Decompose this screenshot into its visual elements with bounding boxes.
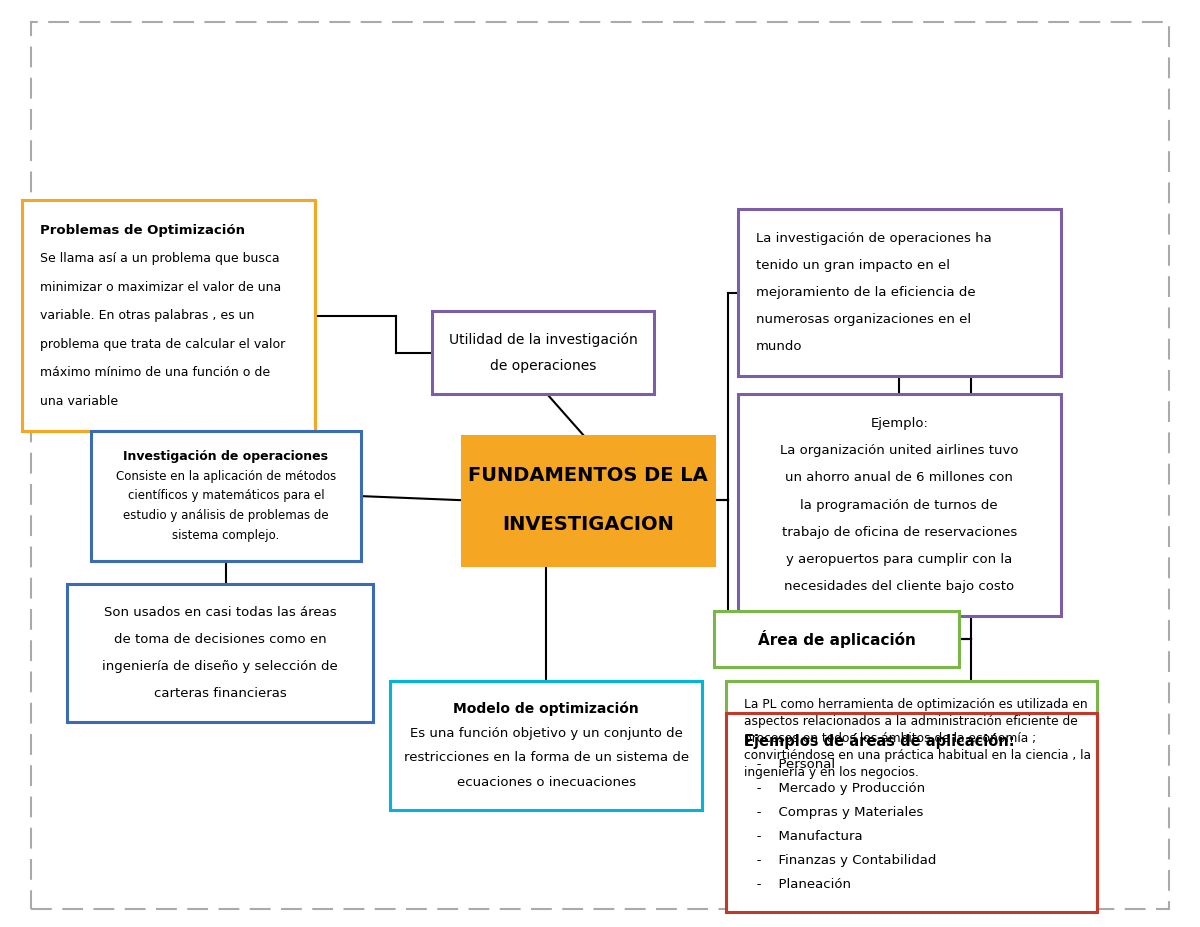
Text: Utilidad de la investigación: Utilidad de la investigación: [449, 333, 637, 347]
Text: -    Compras y Materiales: - Compras y Materiales: [744, 806, 923, 819]
Text: de operaciones: de operaciones: [490, 359, 596, 373]
Text: procesos en todos los ámbitos de la economía ;: procesos en todos los ámbitos de la econ…: [744, 732, 1036, 745]
Text: -    Mercado y Producción: - Mercado y Producción: [744, 782, 925, 795]
FancyBboxPatch shape: [91, 431, 360, 561]
Text: La investigación de operaciones ha: La investigación de operaciones ha: [756, 232, 991, 245]
Text: máximo mínimo de una función o de: máximo mínimo de una función o de: [40, 366, 270, 379]
Text: estudio y análisis de problemas de: estudio y análisis de problemas de: [124, 509, 329, 522]
Text: de toma de decisiones como en: de toma de decisiones como en: [114, 633, 326, 646]
FancyBboxPatch shape: [462, 436, 714, 565]
Text: Se llama así a un problema que busca: Se llama así a un problema que busca: [40, 252, 280, 265]
Text: ecuaciones o inecuaciones: ecuaciones o inecuaciones: [456, 776, 636, 789]
FancyBboxPatch shape: [390, 680, 702, 810]
Text: Modelo de optimización: Modelo de optimización: [454, 702, 640, 716]
Text: carteras financieras: carteras financieras: [154, 687, 287, 700]
Text: trabajo de oficina de reservaciones: trabajo de oficina de reservaciones: [781, 526, 1016, 539]
Text: sistema complejo.: sistema complejo.: [173, 528, 280, 541]
Text: -    Personal: - Personal: [744, 758, 835, 771]
Text: -    Manufactura: - Manufactura: [744, 830, 863, 843]
FancyBboxPatch shape: [726, 680, 1097, 796]
Text: Ejemplos de áreas de aplicación:: Ejemplos de áreas de aplicación:: [744, 732, 1014, 749]
Text: numerosas organizaciones en el: numerosas organizaciones en el: [756, 313, 971, 326]
Text: convirtiéndose en una práctica habitual en la ciencia , la: convirtiéndose en una práctica habitual …: [744, 749, 1091, 762]
Text: una variable: una variable: [40, 395, 118, 408]
Text: restricciones en la forma de un sistema de: restricciones en la forma de un sistema …: [403, 751, 689, 764]
Text: aspectos relacionados a la administración eficiente de: aspectos relacionados a la administració…: [744, 715, 1078, 728]
Text: La PL como herramienta de optimización es utilizada en: La PL como herramienta de optimización e…: [744, 698, 1087, 711]
Text: necesidades del cliente bajo costo: necesidades del cliente bajo costo: [785, 580, 1014, 593]
Text: mundo: mundo: [756, 340, 802, 353]
FancyBboxPatch shape: [738, 210, 1061, 375]
Text: Es una función objetivo y un conjunto de: Es una función objetivo y un conjunto de: [409, 727, 683, 740]
Text: Consiste en la aplicación de métodos: Consiste en la aplicación de métodos: [115, 470, 336, 483]
Text: FUNDAMENTOS DE LA: FUNDAMENTOS DE LA: [468, 466, 708, 486]
Text: un ahorro anual de 6 millones con: un ahorro anual de 6 millones con: [785, 472, 1013, 485]
Text: -    Planeación: - Planeación: [744, 878, 851, 891]
Text: La organización united airlines tuvo: La organización united airlines tuvo: [780, 444, 1019, 457]
Text: y aeropuertos para cumplir con la: y aeropuertos para cumplir con la: [786, 553, 1013, 566]
Text: Problemas de Optimización: Problemas de Optimización: [40, 223, 245, 236]
Text: mejoramiento de la eficiencia de: mejoramiento de la eficiencia de: [756, 286, 976, 299]
FancyBboxPatch shape: [738, 394, 1061, 616]
Text: Área de aplicación: Área de aplicación: [757, 630, 916, 648]
Text: Ejemplo:: Ejemplo:: [870, 417, 929, 430]
FancyBboxPatch shape: [67, 584, 372, 722]
FancyBboxPatch shape: [726, 713, 1097, 912]
Text: problema que trata de calcular el valor: problema que trata de calcular el valor: [40, 337, 284, 350]
Text: tenido un gran impacto en el: tenido un gran impacto en el: [756, 259, 949, 272]
Text: -    Finanzas y Contabilidad: - Finanzas y Contabilidad: [744, 854, 936, 867]
Text: la programación de turnos de: la programación de turnos de: [800, 499, 998, 512]
Text: minimizar o maximizar el valor de una: minimizar o maximizar el valor de una: [40, 281, 281, 294]
FancyBboxPatch shape: [432, 311, 654, 394]
Text: Investigación de operaciones: Investigación de operaciones: [124, 451, 329, 464]
FancyBboxPatch shape: [714, 612, 959, 667]
Text: científicos y matemáticos para el: científicos y matemáticos para el: [127, 489, 324, 502]
FancyBboxPatch shape: [22, 200, 316, 431]
Text: INVESTIGACION: INVESTIGACION: [502, 515, 674, 535]
Text: Son usados en casi todas las áreas: Son usados en casi todas las áreas: [103, 606, 336, 619]
Text: ingeniería de diseño y selección de: ingeniería de diseño y selección de: [102, 660, 337, 673]
Text: variable. En otras palabras , es un: variable. En otras palabras , es un: [40, 309, 254, 322]
Text: ingeniería y en los negocios.: ingeniería y en los negocios.: [744, 766, 918, 779]
